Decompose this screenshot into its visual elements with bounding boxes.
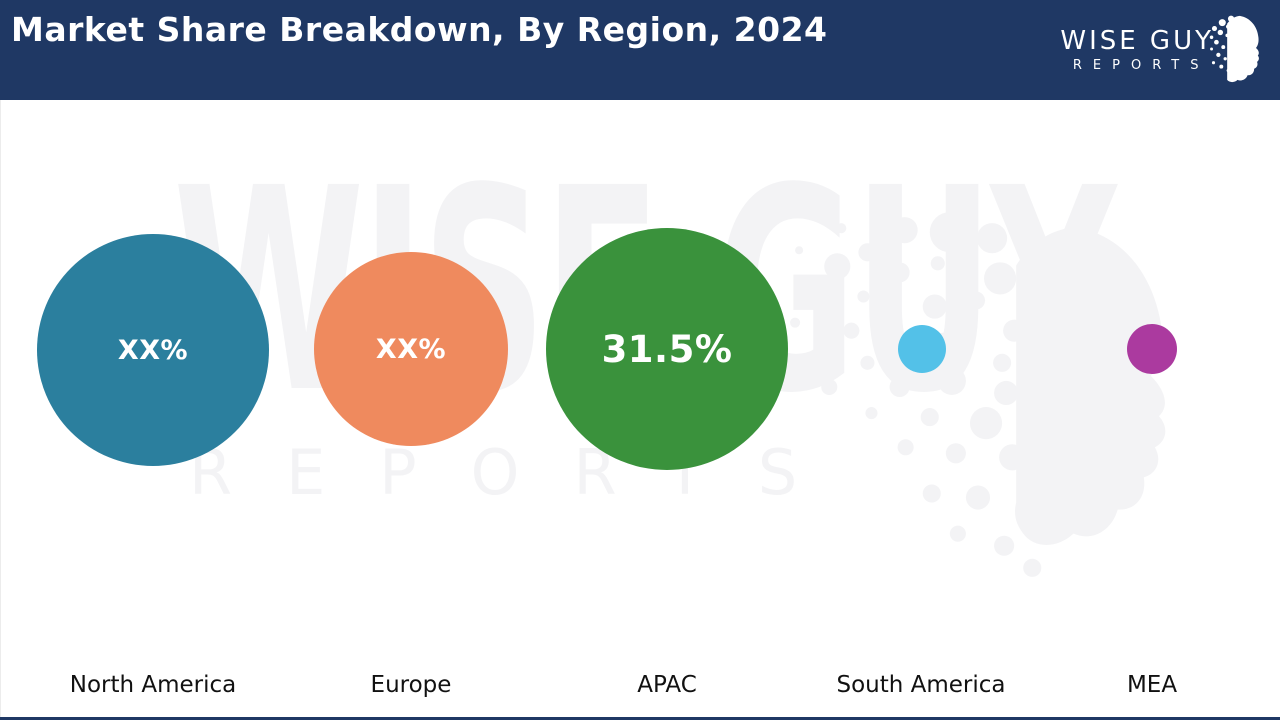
category-label-south-america: South America — [836, 672, 1006, 698]
page-title: Market Share Breakdown, By Region, 2024 — [11, 10, 828, 49]
category-label-mea: MEA — [1126, 672, 1178, 698]
watermark-face — [790, 212, 1166, 577]
watermark-subtext: REPORTS — [189, 436, 852, 509]
bubble-value-label: XX% — [117, 334, 189, 366]
logo-wordmark: WISE GUY — [1060, 25, 1214, 56]
bubble-north-america: XX% — [37, 234, 269, 466]
logo-text-block: WISE GUY REPORTS — [1060, 27, 1214, 74]
bubble-value-label: 31.5% — [601, 327, 733, 371]
category-label-apac: APAC — [637, 672, 697, 698]
bubble-chart: WISE GUY REPORTS XX% XX% 31.5% — [0, 100, 1280, 717]
logo-subtext: REPORTS — [1072, 58, 1210, 74]
bottom-border — [0, 717, 1280, 720]
header-bar: Market Share Breakdown, By Region, 2024 … — [0, 0, 1280, 100]
bubble-apac: 31.5% — [546, 228, 788, 470]
bubble-south-america — [898, 325, 946, 373]
bubble-europe: XX% — [314, 252, 508, 446]
wiseguy-face-icon — [1209, 15, 1259, 83]
category-label-europe: Europe — [370, 672, 452, 698]
category-label-north-america: North America — [69, 672, 237, 698]
bubble-value-label: XX% — [375, 333, 447, 365]
wiseguy-logo: WISE GUY REPORTS — [1060, 9, 1266, 91]
bubble-mea — [1127, 324, 1177, 374]
